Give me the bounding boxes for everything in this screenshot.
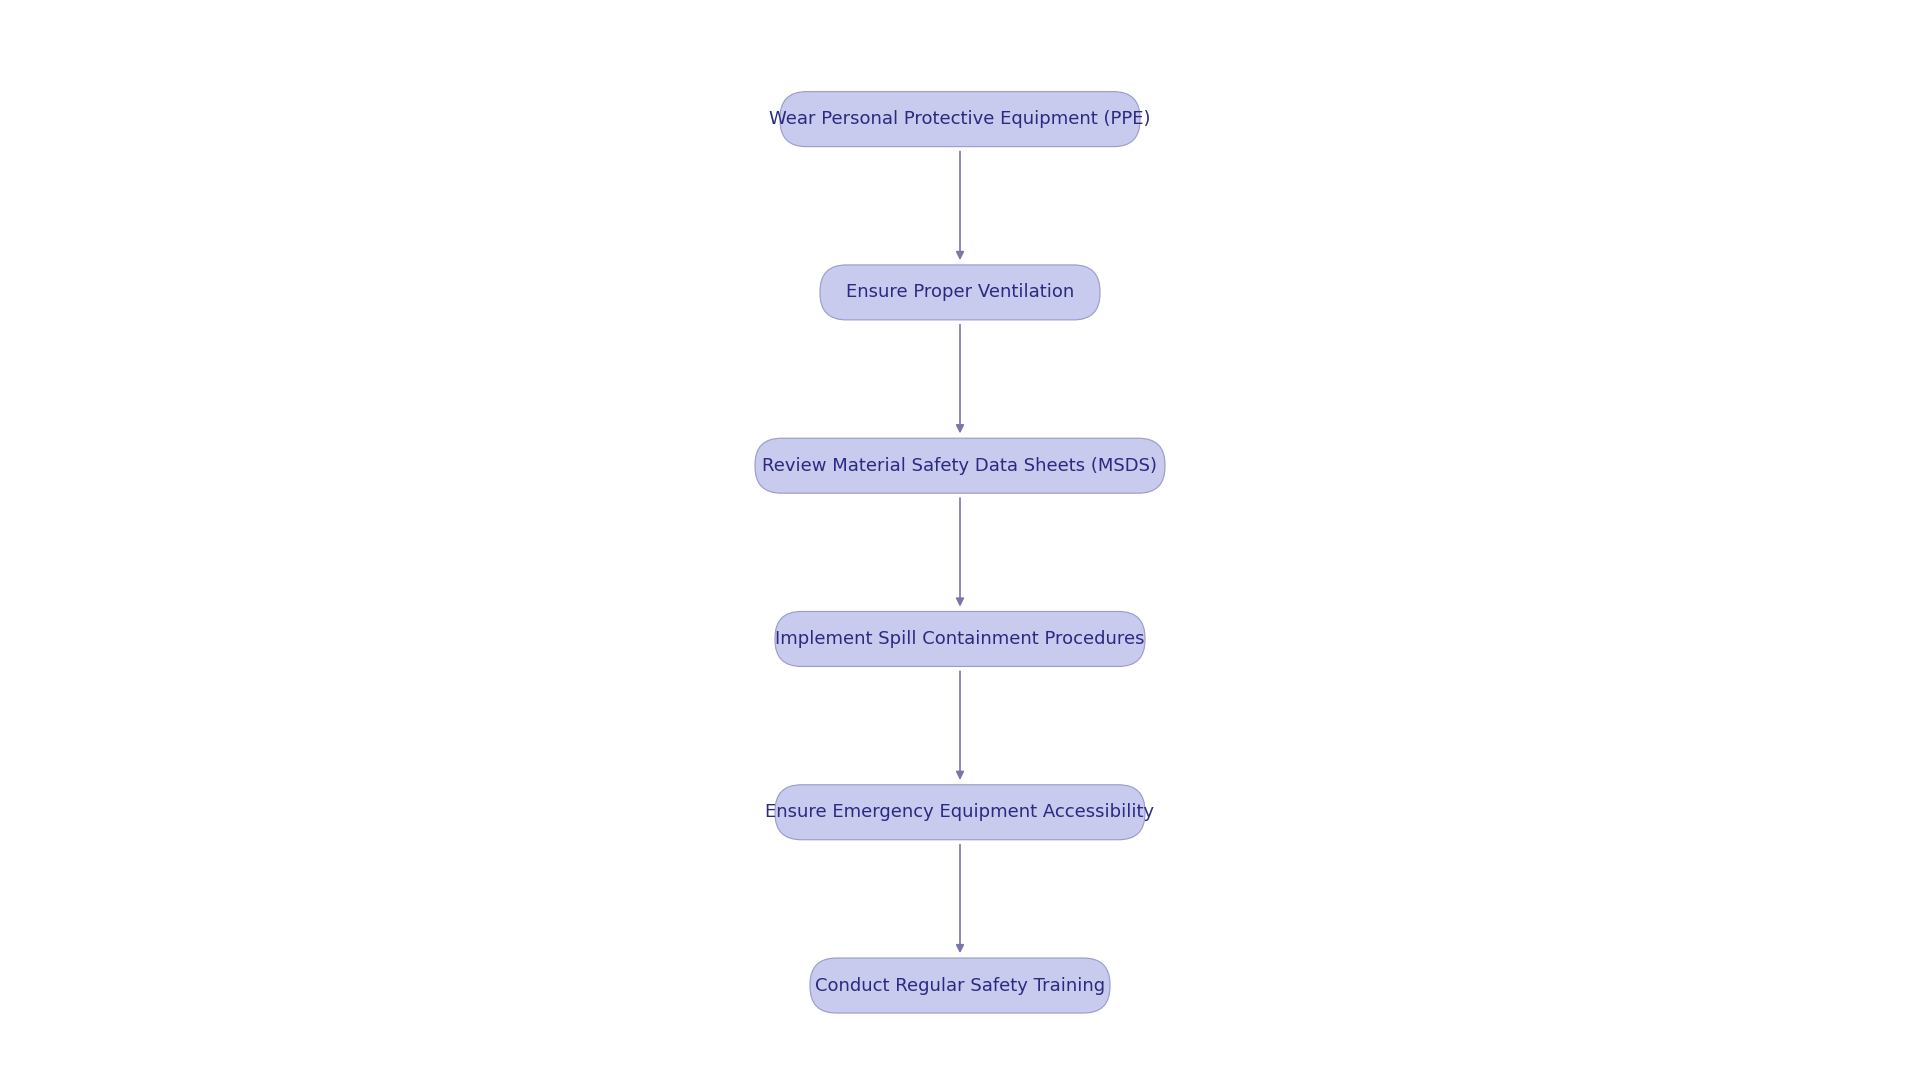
Text: Implement Spill Containment Procedures: Implement Spill Containment Procedures bbox=[776, 630, 1144, 648]
Text: Wear Personal Protective Equipment (PPE): Wear Personal Protective Equipment (PPE) bbox=[770, 110, 1150, 128]
Text: Conduct Regular Safety Training: Conduct Regular Safety Training bbox=[814, 977, 1106, 994]
FancyBboxPatch shape bbox=[776, 612, 1144, 666]
Text: Ensure Emergency Equipment Accessibility: Ensure Emergency Equipment Accessibility bbox=[766, 804, 1154, 821]
FancyBboxPatch shape bbox=[755, 439, 1165, 493]
Text: Review Material Safety Data Sheets (MSDS): Review Material Safety Data Sheets (MSDS… bbox=[762, 457, 1158, 474]
FancyBboxPatch shape bbox=[780, 92, 1140, 146]
FancyBboxPatch shape bbox=[776, 785, 1144, 839]
FancyBboxPatch shape bbox=[820, 265, 1100, 319]
Text: Ensure Proper Ventilation: Ensure Proper Ventilation bbox=[847, 284, 1073, 301]
FancyBboxPatch shape bbox=[810, 958, 1110, 1013]
